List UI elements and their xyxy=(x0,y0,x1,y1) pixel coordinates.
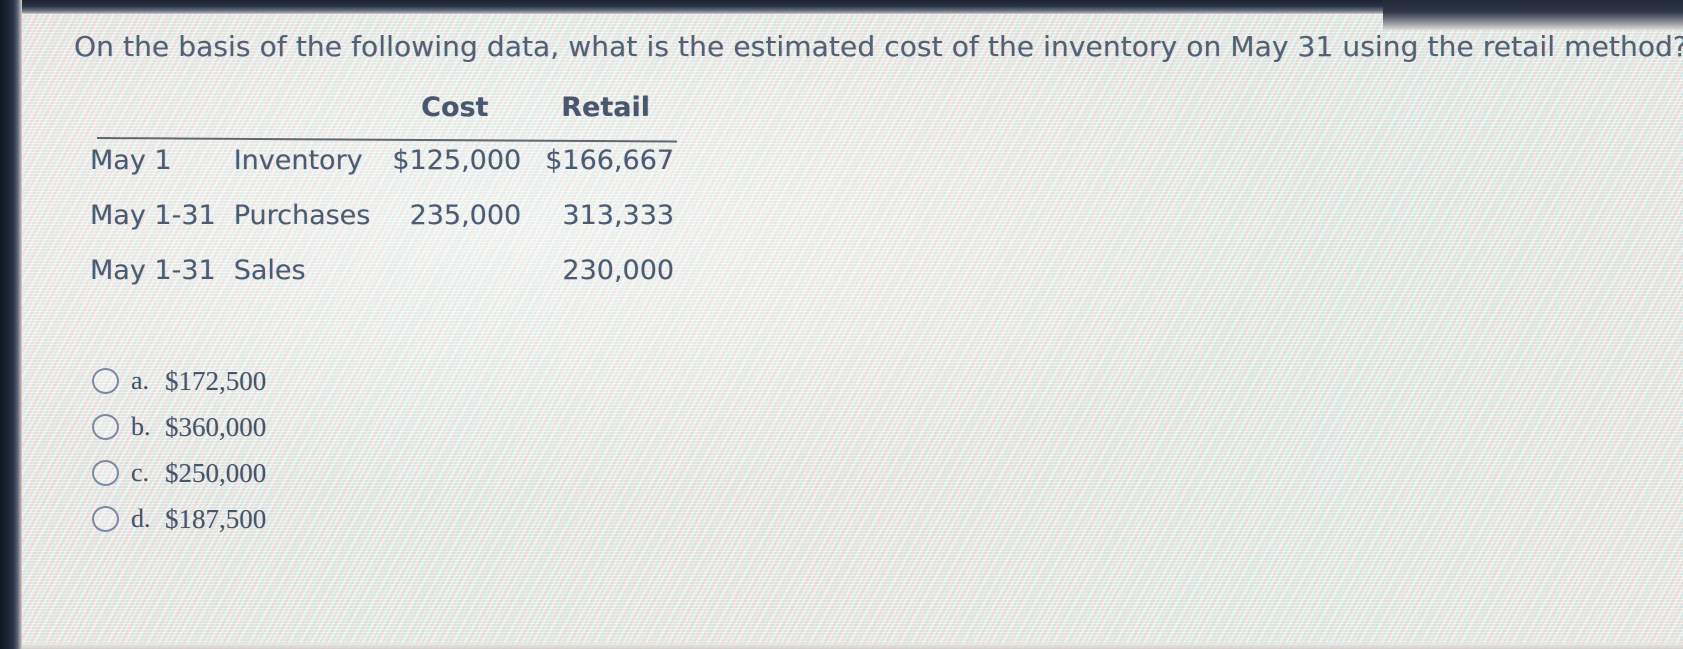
question-content: On the basis of the following data, what… xyxy=(22,6,1683,649)
question-prompt: On the basis of the following data, what… xyxy=(74,30,1683,63)
inventory-data-table: Cost Retail May 1 Inventory $125,000 $16… xyxy=(74,90,680,298)
radio-button-icon[interactable] xyxy=(92,460,119,486)
option-value: $187,500 xyxy=(165,503,267,534)
answer-option-c[interactable]: c. $250,000 xyxy=(92,450,266,496)
table-header-row: Cost Retail xyxy=(74,90,680,133)
option-letter: c. xyxy=(131,458,150,487)
table-row: May 1-31 Purchases 235,000 313,333 xyxy=(74,188,680,243)
table-row: May 1 Inventory $125,000 $166,667 xyxy=(74,133,680,188)
cell-retail: 313,333 xyxy=(562,200,675,231)
option-value: $250,000 xyxy=(165,457,267,488)
cell-retail: 230,000 xyxy=(562,255,675,286)
table-header-date xyxy=(74,90,224,133)
cell-item: Sales xyxy=(233,255,306,286)
answer-option-d[interactable]: d. $187,500 xyxy=(92,496,266,542)
option-value: $360,000 xyxy=(165,411,267,442)
option-letter: d. xyxy=(131,504,151,533)
option-value: $172,500 xyxy=(165,365,267,396)
cell-item: Inventory xyxy=(233,145,363,176)
radio-button-icon[interactable] xyxy=(92,506,119,532)
table-header-item xyxy=(224,90,379,133)
table-header-cost: Cost xyxy=(421,92,489,123)
question-page-surface: On the basis of the following data, what… xyxy=(22,6,1683,649)
cell-retail: $166,667 xyxy=(545,145,675,176)
cell-cost xyxy=(378,243,531,298)
cell-item: Purchases xyxy=(233,200,371,231)
answer-option-a[interactable]: a. $172,500 xyxy=(92,358,266,404)
screen-bezel-bottom xyxy=(0,643,1683,649)
screen-bezel-top-right xyxy=(1383,0,1683,30)
radio-button-icon[interactable] xyxy=(92,368,119,394)
screen-bezel-left xyxy=(0,0,22,649)
cell-date: May 1-31 xyxy=(90,255,216,286)
screen-bezel-top xyxy=(0,0,1683,14)
cell-cost: 235,000 xyxy=(409,200,522,231)
answer-options-list: a. $172,500 b. $360,000 c. $250,000 d. $ xyxy=(92,358,266,542)
radio-button-icon[interactable] xyxy=(92,414,119,440)
answer-option-b[interactable]: b. $360,000 xyxy=(92,404,266,450)
table-row: May 1-31 Sales 230,000 xyxy=(74,243,680,298)
option-letter: b. xyxy=(131,412,151,441)
cell-date: May 1-31 xyxy=(90,200,216,231)
cell-cost: $125,000 xyxy=(392,145,522,176)
option-letter: a. xyxy=(131,366,150,395)
table-header-retail: Retail xyxy=(561,92,651,123)
cell-date: May 1 xyxy=(90,145,172,176)
